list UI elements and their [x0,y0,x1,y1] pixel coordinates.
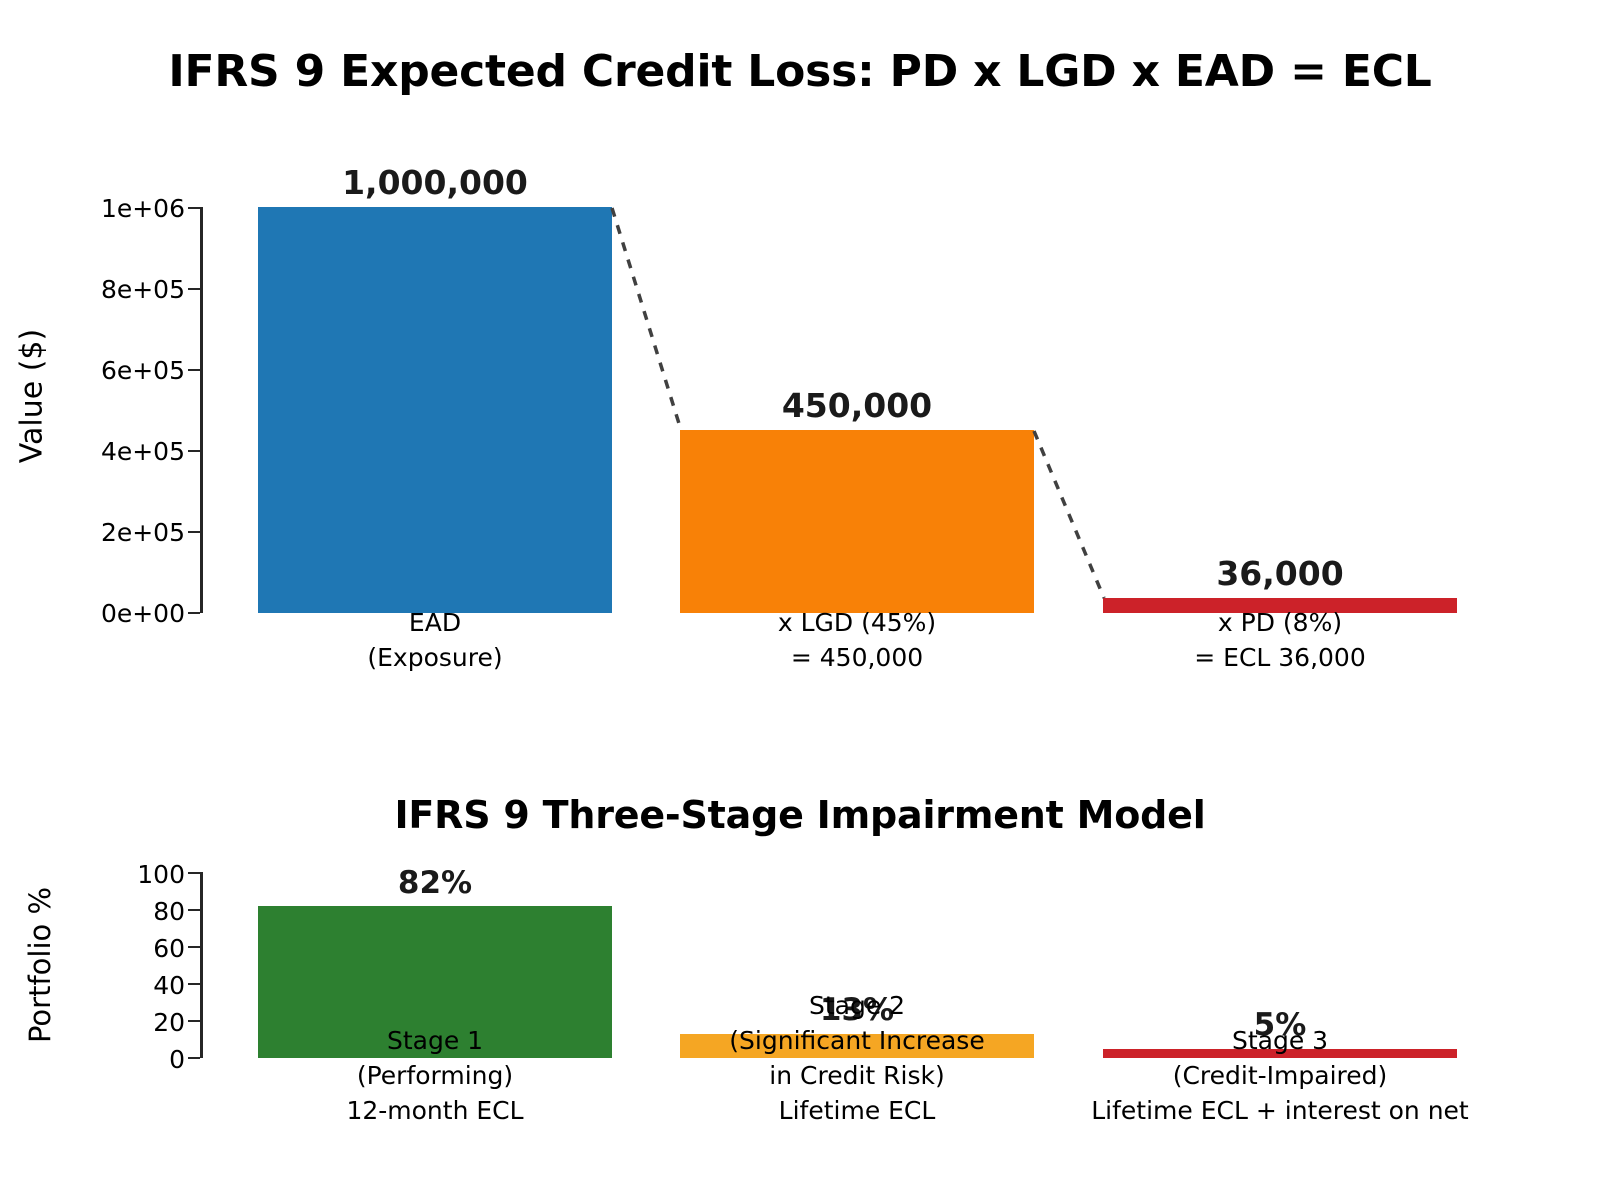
chart2-ytick-40 [188,983,200,985]
chart1-category-label-ead: EAD (Exposure) [258,605,612,675]
chart1-category-label-pd: x PD (8%) = ECL 36,000 [1103,605,1457,675]
chart2-ytick-label-20: 20 [153,1008,185,1037]
bar-ead[interactable] [258,207,612,613]
bar-stage-1[interactable] [258,906,612,1058]
chart1-y-axis-label: Value ($) [14,328,50,464]
bar-value-label-stage-2: 13% [819,992,895,1028]
chart2-y-spine [200,872,203,1058]
bar-lgd[interactable] [680,430,1034,613]
chart1-title: IFRS 9 Expected Credit Loss: PD x LGD x … [168,46,1432,97]
bar-value-label-stage-3: 5% [1253,1007,1307,1043]
chart2-cat-stage3-line2: (Credit-Impaired) [1172,1061,1388,1090]
chart2-cat-stage1-line3: 12-month ECL [346,1096,524,1125]
chart2-axes [188,872,1500,1059]
chart1-ytick-label-6e05: 6e+05 [100,356,185,385]
chart2-ytick-100 [188,872,200,874]
chart1-ytick-1e06 [188,207,200,209]
chart1-cat-lgd-line1: x LGD (45%) [777,608,937,637]
chart2-category-label-stage-2: Stage 2 (Significant Increase in Credit … [680,988,1034,1128]
chart2-category-label-stage-1: Stage 1 (Performing) 12-month ECL [258,1023,612,1128]
bar-stage-2[interactable] [680,1034,1034,1058]
chart2-ytick-label-80: 80 [153,897,185,926]
chart2-cat-stage1-line2: (Performing) [356,1061,514,1090]
chart2-ytick-0 [188,1057,200,1059]
chart1-cat-pd-line2: = ECL 36,000 [1194,643,1366,672]
chart1-ytick-0e00 [188,612,200,614]
bar-pd-ecl[interactable] [1103,598,1457,613]
chart1-cat-lgd-line2: = 450,000 [790,643,924,672]
chart1-ytick-label-8e05: 8e+05 [100,275,185,304]
chart1-ytick-6e05 [188,369,200,371]
bar-value-label-ead: 1,000,000 [342,163,528,202]
chart2-cat-stage1-line1: Stage 1 [386,1026,484,1055]
chart1-cat-ead-line2: (Exposure) [367,643,503,672]
chart2-cat-stage3-line3: Lifetime ECL + interest on net [1091,1096,1469,1125]
chart1-ytick-label-4e05: 4e+05 [100,437,185,466]
chart2-cat-stage2-line2: (Significant Increase [729,1026,985,1055]
bar-value-label-lgd: 450,000 [781,386,933,425]
chart1-ytick-label-1e06: 1e+06 [100,194,185,223]
chart2-cat-stage2-line1: Stage 2 [808,991,906,1020]
chart2-cat-stage2-line3: in Credit Risk) [769,1061,945,1090]
chart1-ytick-label-2e05: 2e+05 [100,518,185,547]
bar-value-label-pd: 36,000 [1216,554,1344,593]
chart2-cat-stage2-line4: Lifetime ECL [778,1096,936,1125]
chart2-ytick-label-60: 60 [153,934,185,963]
chart2-category-label-stage-3: Stage 3 (Credit-Impaired) Lifetime ECL +… [1063,1023,1497,1128]
chart2-ytick-20 [188,1020,200,1022]
chart1-ytick-4e05 [188,450,200,452]
chart1-ytick-2e05 [188,531,200,533]
chart1-cat-pd-line1: x PD (8%) [1217,608,1343,637]
chart2-ytick-label-40: 40 [153,971,185,1000]
chart1-axes [188,207,1500,614]
bar-stage-3[interactable] [1103,1049,1457,1058]
chart1-category-label-lgd: x LGD (45%) = 450,000 [680,605,1034,675]
bar-value-label-stage-1: 82% [397,865,473,901]
chart2-ytick-80 [188,909,200,911]
chart2-ytick-60 [188,946,200,948]
chart1-cat-ead-line1: EAD [408,608,462,637]
chart2-y-axis-label: Portfolio % [23,886,57,1044]
chart2-cat-stage3-line1: Stage 3 [1231,1026,1329,1055]
chart2-ytick-label-0: 0 [169,1045,185,1074]
chart1-ytick-label-0e00: 0e+00 [100,599,185,628]
chart2-title: IFRS 9 Three-Stage Impairment Model [394,793,1206,837]
chart1-ytick-8e05 [188,288,200,290]
chart2-ytick-label-100: 100 [137,860,185,889]
chart1-y-spine [200,207,203,613]
